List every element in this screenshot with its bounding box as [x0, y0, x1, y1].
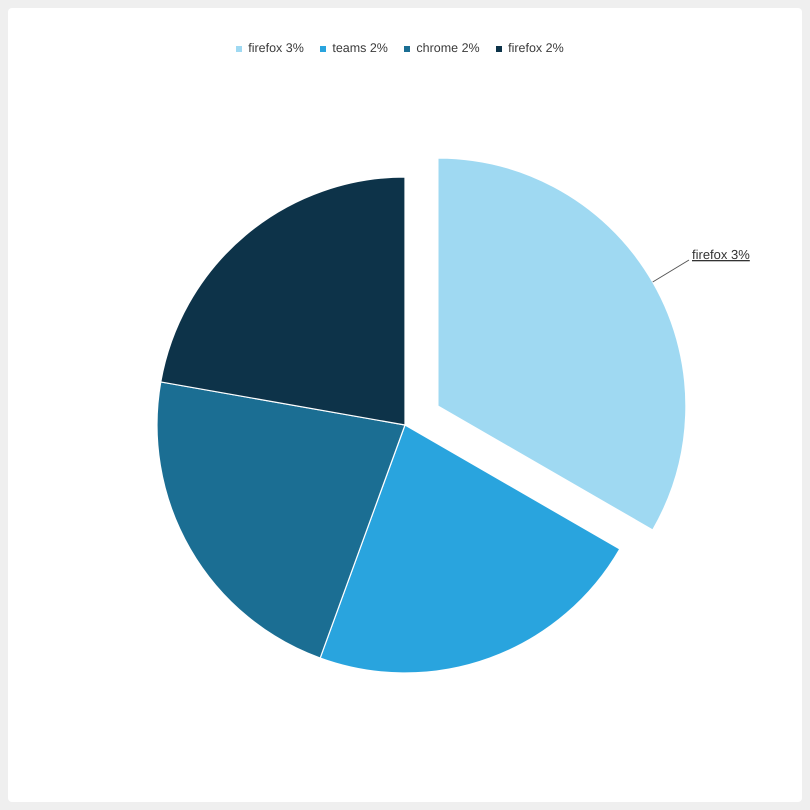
svg-text:firefox 3%: firefox 3% [692, 247, 750, 262]
